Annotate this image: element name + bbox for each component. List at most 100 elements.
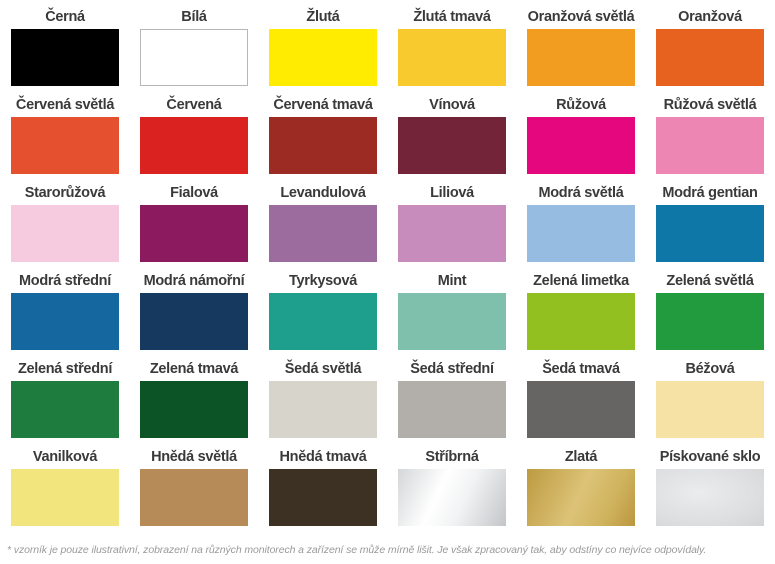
swatch-color <box>140 469 248 526</box>
swatch-color <box>11 469 119 526</box>
swatch-cell: Modrá gentian <box>656 182 764 262</box>
swatch-cell: Béžová <box>656 358 764 438</box>
swatch-cell: Liliová <box>398 182 506 262</box>
swatch-color <box>527 469 635 526</box>
swatch-cell: Červená <box>140 94 248 174</box>
swatch-label: Pískované sklo <box>659 449 761 465</box>
swatch-label: Vínová <box>429 97 475 113</box>
swatch-color <box>140 205 248 262</box>
swatch-color <box>398 381 506 438</box>
swatch-label: Zlatá <box>564 449 598 465</box>
swatch-label: Šedá tmavá <box>542 361 620 377</box>
swatch-color <box>11 117 119 174</box>
swatch-label: Oranžová <box>678 9 742 25</box>
swatch-label: Levandulová <box>280 185 366 201</box>
color-swatch-grid: Černá Bílá Žlutá Žlutá tmavá Oranžová sv… <box>11 6 764 526</box>
swatch-color <box>11 381 119 438</box>
swatch-cell: Zelená limetka <box>527 270 635 350</box>
swatch-cell: Růžová <box>527 94 635 174</box>
swatch-cell: Vínová <box>398 94 506 174</box>
swatch-color <box>656 117 764 174</box>
swatch-cell: Oranžová <box>656 6 764 86</box>
swatch-label: Bílá <box>181 9 207 25</box>
swatch-cell: Šedá světlá <box>269 358 377 438</box>
swatch-color <box>398 29 506 86</box>
swatch-color <box>11 293 119 350</box>
swatch-label: Béžová <box>685 361 735 377</box>
swatch-color <box>398 117 506 174</box>
swatch-label: Modrá světlá <box>538 185 624 201</box>
swatch-label: Oranžová světlá <box>527 9 635 25</box>
swatch-label: Červená <box>166 97 222 113</box>
swatch-cell: Fialová <box>140 182 248 262</box>
footnote: * vzorník je pouze ilustrativní, zobraze… <box>7 544 707 556</box>
swatch-cell: Oranžová světlá <box>527 6 635 86</box>
swatch-cell: Mint <box>398 270 506 350</box>
swatch-color <box>656 29 764 86</box>
swatch-label: Modrá námořní <box>143 273 245 289</box>
swatch-color <box>398 293 506 350</box>
swatch-color <box>140 29 248 86</box>
swatch-color <box>140 293 248 350</box>
swatch-color <box>527 117 635 174</box>
swatch-color <box>140 117 248 174</box>
swatch-cell: Žlutá tmavá <box>398 6 506 86</box>
swatch-color <box>11 205 119 262</box>
swatch-label: Zelená limetka <box>533 273 629 289</box>
swatch-label: Liliová <box>430 185 474 201</box>
swatch-label: Fialová <box>170 185 218 201</box>
swatch-label: Šedá světlá <box>284 361 362 377</box>
swatch-label: Modrá střední <box>19 273 111 289</box>
swatch-cell: Černá <box>11 6 119 86</box>
swatch-cell: Červená světlá <box>11 94 119 174</box>
swatch-cell: Zlatá <box>527 446 635 526</box>
swatch-cell: Vanilková <box>11 446 119 526</box>
swatch-cell: Modrá světlá <box>527 182 635 262</box>
swatch-color <box>269 469 377 526</box>
swatch-color <box>656 469 764 526</box>
swatch-label: Černá <box>45 9 85 25</box>
swatch-label: Vanilková <box>32 449 98 465</box>
swatch-cell: Hnědá tmavá <box>269 446 377 526</box>
swatch-color <box>656 205 764 262</box>
swatch-label: Hnědá světlá <box>151 449 237 465</box>
swatch-color <box>269 205 377 262</box>
swatch-color <box>11 29 119 86</box>
swatch-cell: Šedá střední <box>398 358 506 438</box>
swatch-color <box>269 29 377 86</box>
swatch-cell: Stříbrná <box>398 446 506 526</box>
swatch-color <box>527 293 635 350</box>
swatch-color <box>269 117 377 174</box>
swatch-cell: Tyrkysová <box>269 270 377 350</box>
swatch-cell: Zelená střední <box>11 358 119 438</box>
swatch-label: Hnědá tmavá <box>279 449 367 465</box>
swatch-label: Červená světlá <box>15 97 115 113</box>
swatch-cell: Levandulová <box>269 182 377 262</box>
swatch-color <box>269 381 377 438</box>
swatch-color <box>398 205 506 262</box>
swatch-cell: Modrá námořní <box>140 270 248 350</box>
swatch-color <box>140 381 248 438</box>
swatch-cell: Hnědá světlá <box>140 446 248 526</box>
swatch-label: Mint <box>437 273 467 289</box>
swatch-label: Růžová <box>556 97 606 113</box>
swatch-cell: Bílá <box>140 6 248 86</box>
swatch-label: Starorůžová <box>24 185 106 201</box>
swatch-color <box>656 293 764 350</box>
swatch-color <box>527 29 635 86</box>
swatch-label: Růžová světlá <box>663 97 757 113</box>
swatch-color <box>269 293 377 350</box>
swatch-label: Zelená střední <box>17 361 113 377</box>
swatch-cell: Žlutá <box>269 6 377 86</box>
swatch-label: Zelená tmavá <box>149 361 239 377</box>
swatch-cell: Šedá tmavá <box>527 358 635 438</box>
swatch-color <box>527 205 635 262</box>
swatch-label: Žlutá <box>306 9 340 25</box>
swatch-color <box>527 381 635 438</box>
swatch-cell: Růžová světlá <box>656 94 764 174</box>
swatch-label: Žlutá tmavá <box>413 9 491 25</box>
swatch-cell: Starorůžová <box>11 182 119 262</box>
swatch-label: Modrá gentian <box>662 185 758 201</box>
swatch-cell: Červená tmavá <box>269 94 377 174</box>
